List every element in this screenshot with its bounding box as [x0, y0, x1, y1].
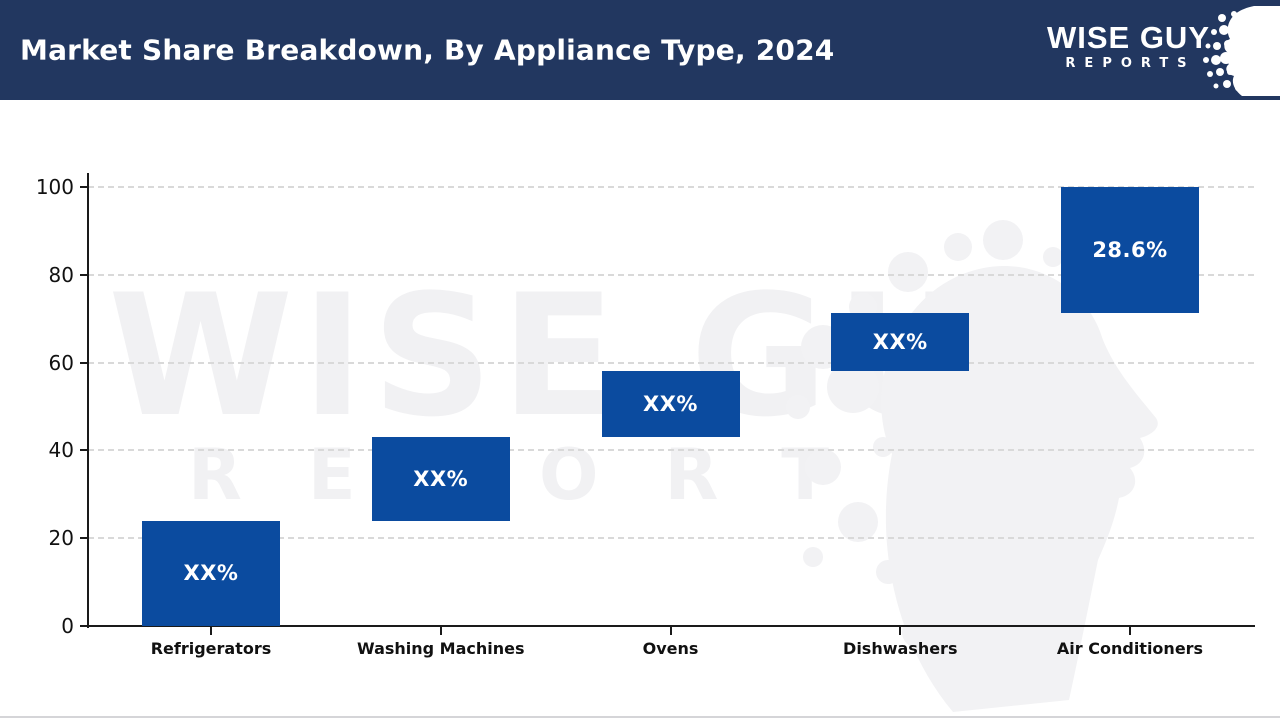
bar-refrigerators: XX% [142, 520, 280, 626]
y-axis-line [87, 173, 89, 628]
brand-name: WISE GUY [1046, 20, 1210, 55]
y-tick-60 [80, 361, 88, 364]
bar-value-label: XX% [183, 561, 239, 586]
gridline-80 [88, 273, 1254, 276]
x-label-ovens: Ovens [642, 639, 699, 658]
y-tick-80 [80, 273, 88, 276]
x-tick-4 [1129, 626, 1131, 635]
gridline-60 [88, 361, 1254, 364]
x-label-dishwashers: Dishwashers [843, 639, 958, 658]
y-tick-label-40: 40 [48, 438, 74, 463]
x-label-refrigerators: Refrigerators [150, 639, 272, 658]
bar-dishwashers: XX% [831, 312, 970, 372]
y-tick-100 [80, 186, 88, 188]
x-label-air-conditioners: Air Conditioners [1056, 639, 1204, 658]
gridline-40 [88, 449, 1254, 452]
bar-value-label: XX% [872, 329, 928, 354]
y-tick-label-80: 80 [48, 262, 74, 287]
header-bar: Market Share Breakdown, By Appliance Typ… [0, 0, 1280, 100]
bar-washing-machines: XX% [371, 437, 510, 521]
y-tick-0 [80, 625, 88, 627]
brand-subtitle: REPORTS [1065, 56, 1196, 71]
bottom-divider [0, 716, 1280, 718]
bar-value-label: XX% [413, 466, 469, 491]
y-tick-label-0: 0 [61, 614, 74, 638]
y-tick-40 [80, 449, 88, 452]
y-tick-label-100: 100 [35, 175, 74, 199]
bar-value-label: XX% [643, 392, 698, 417]
bar-ovens: XX% [601, 371, 740, 438]
y-tick-label-60: 60 [48, 350, 74, 375]
watermark-face-icon [786, 220, 1158, 712]
x-tick-3 [899, 626, 902, 635]
brand-logo: WISE GUY REPORTS [1030, 0, 1280, 100]
page-title: Market Share Breakdown, By Appliance Typ… [20, 33, 835, 67]
gridline-20 [88, 537, 1254, 540]
bar-air-conditioners: 28.6% [1061, 187, 1199, 313]
gridline-100 [88, 186, 1254, 188]
y-tick-label-20: 20 [48, 526, 74, 551]
waterfall-chart: 0 20 40 60 80 100 XX% XX% XX% XX% 28.6% Refrigerato… [0, 100, 1280, 716]
x-tick-2 [669, 626, 672, 635]
brand-face-icon [1203, 6, 1280, 96]
x-tick-1 [439, 626, 442, 635]
x-tick-0 [210, 626, 212, 635]
x-label-washing-machines: Washing Machines [356, 639, 525, 658]
y-tick-20 [80, 537, 88, 540]
brand-logo-text: WISE GUY REPORTS [1046, 20, 1210, 72]
bar-value-label: 28.6% [1092, 237, 1168, 262]
